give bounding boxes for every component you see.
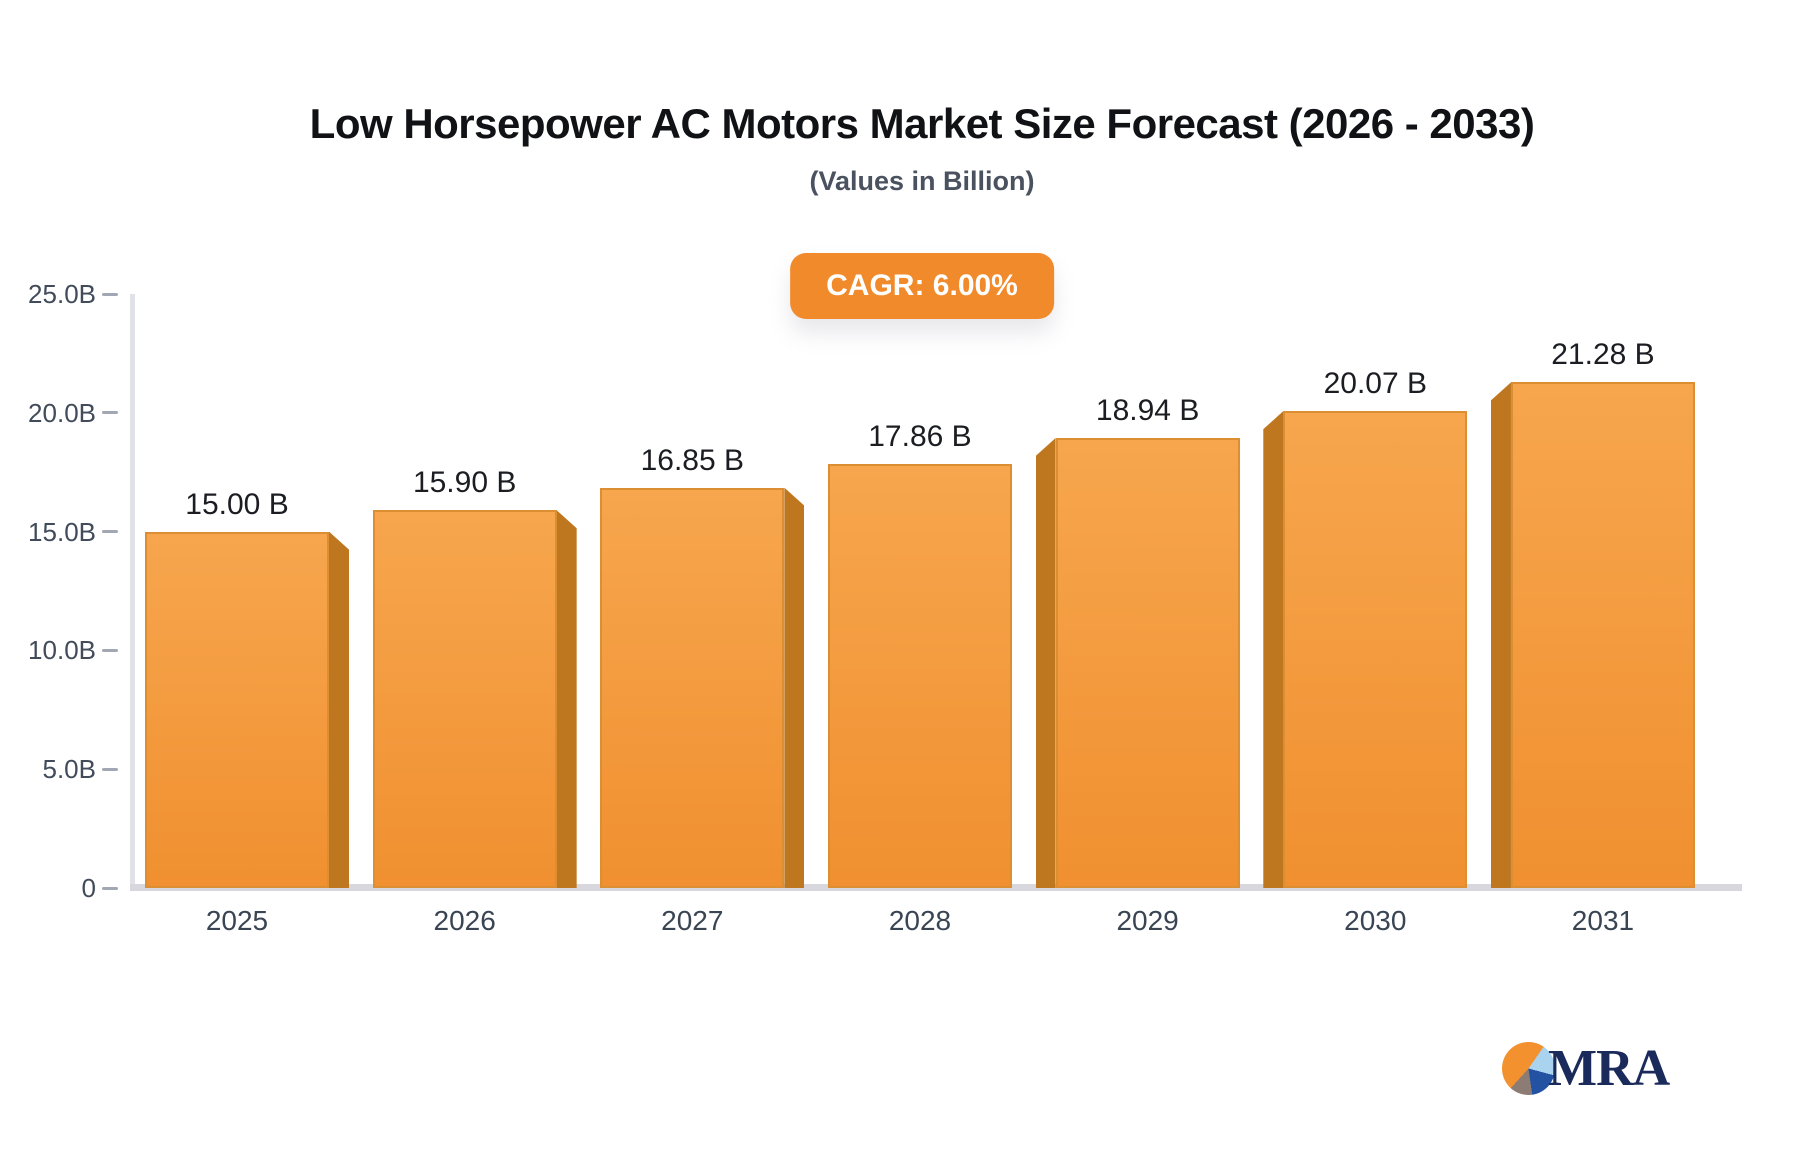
bar	[1055, 437, 1240, 888]
bar-value-label: 15.00 B	[185, 487, 289, 521]
y-axis-tick-mark	[102, 767, 118, 771]
y-axis-tick-label: 20.0B	[28, 397, 96, 428]
cagr-badge: CAGR: 6.00%	[790, 253, 1054, 319]
bar-value-label: 18.94 B	[1095, 393, 1200, 427]
x-axis-category-label: 2030	[1344, 905, 1407, 936]
bar-3d-side	[1035, 437, 1056, 888]
x-axis-category-label: 2028	[888, 905, 952, 936]
x-axis-category-label: 2026	[433, 905, 496, 936]
logo-text: MRA	[1548, 1040, 1670, 1097]
page-title: Low Horsepower AC Motors Market Size For…	[309, 100, 1535, 147]
bar	[600, 487, 785, 888]
bar	[1283, 411, 1468, 888]
x-axis-category-label: 2031	[1571, 905, 1635, 936]
bar-3d-side	[329, 531, 349, 888]
y-axis-tick-label: 25.0B	[28, 279, 96, 309]
y-axis-tick-label: 5.0B	[42, 754, 97, 785]
chart-subtitle: (Values in Billion)	[809, 166, 1035, 196]
bar	[145, 531, 329, 888]
y-axis-tick-mark	[102, 292, 118, 296]
bar-value-label: 16.85 B	[640, 443, 745, 477]
bar-3d-side	[1263, 411, 1284, 888]
y-axis-tick-mark	[102, 530, 118, 534]
pie-chart-logo-icon	[1502, 1042, 1555, 1095]
bar-value-label: 21.28 B	[1551, 338, 1655, 372]
y-axis-tick-mark	[102, 411, 118, 415]
bar	[372, 510, 557, 888]
x-axis-category-label: 2029	[1116, 905, 1179, 936]
bar-3d-side	[1490, 382, 1511, 888]
mra-logo: MRA	[1502, 1040, 1670, 1097]
y-axis-tick-label: 0	[81, 873, 96, 903]
bar-value-label: 20.07 B	[1323, 367, 1427, 401]
bar	[1510, 382, 1695, 888]
bar	[827, 463, 1012, 888]
y-axis-tick-mark	[102, 886, 118, 890]
x-axis-category-label: 2025	[205, 905, 269, 936]
y-axis-tick-mark	[102, 648, 118, 652]
bar-value-label: 15.90 B	[412, 466, 517, 500]
bar-3d-side	[556, 510, 577, 888]
y-axis-tick-label: 10.0B	[28, 635, 96, 666]
bar-value-label: 17.86 B	[868, 419, 972, 453]
bar-3d-side	[784, 487, 805, 888]
y-axis-tick-label: 15.0B	[28, 516, 96, 547]
x-axis-category-label: 2027	[661, 905, 724, 936]
y-axis-line	[130, 294, 135, 888]
